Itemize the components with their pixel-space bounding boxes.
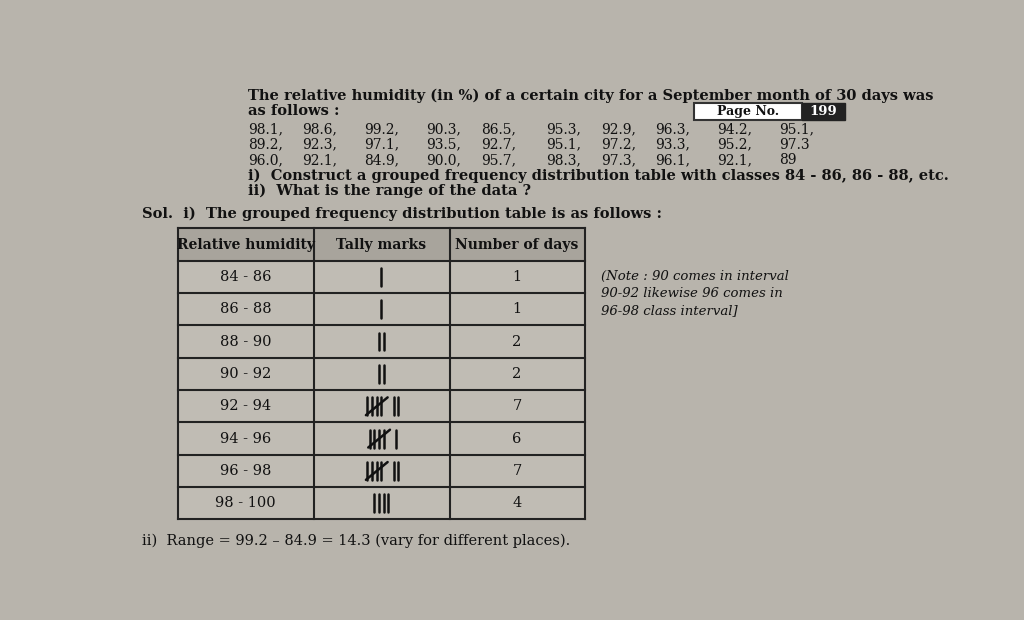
Text: 98.6,: 98.6,	[302, 122, 337, 136]
Text: 98.3,: 98.3,	[547, 153, 582, 167]
Text: Page No.: Page No.	[717, 105, 779, 118]
Text: 94.2,: 94.2,	[717, 122, 752, 136]
Bar	[178, 228, 586, 520]
Text: 90.3,: 90.3,	[426, 122, 461, 136]
Text: 90.0,: 90.0,	[426, 153, 461, 167]
Text: 95.1,: 95.1,	[547, 138, 582, 151]
Text: 90-92 likewise 96 comes in: 90-92 likewise 96 comes in	[601, 287, 782, 300]
Text: 2: 2	[512, 335, 521, 348]
Text: as follows :: as follows :	[248, 104, 340, 118]
Text: 92 - 94: 92 - 94	[220, 399, 271, 414]
Text: 96.0,: 96.0,	[248, 153, 283, 167]
Text: Tally marks: Tally marks	[336, 237, 426, 252]
Text: ii)  What is the range of the data ?: ii) What is the range of the data ?	[248, 184, 531, 198]
Text: 88 - 90: 88 - 90	[220, 335, 271, 348]
Text: 97.3,: 97.3,	[601, 153, 636, 167]
Text: 95.7,: 95.7,	[480, 153, 516, 167]
Text: 92.1,: 92.1,	[302, 153, 337, 167]
Text: 96.1,: 96.1,	[655, 153, 690, 167]
Text: 84.9,: 84.9,	[365, 153, 399, 167]
Text: 7: 7	[512, 399, 521, 414]
Bar	[693, 103, 802, 120]
Text: 93.5,: 93.5,	[426, 138, 461, 151]
Text: 98 - 100: 98 - 100	[215, 496, 276, 510]
Text: 99.2,: 99.2,	[365, 122, 399, 136]
Text: 199: 199	[809, 105, 837, 118]
Text: 1: 1	[512, 270, 521, 284]
Text: 86.5,: 86.5,	[480, 122, 515, 136]
Text: 93.3,: 93.3,	[655, 138, 690, 151]
Text: 84 - 86: 84 - 86	[220, 270, 271, 284]
Text: 97.2,: 97.2,	[601, 138, 636, 151]
Text: 89.2,: 89.2,	[248, 138, 283, 151]
Text: ii)  Range = 99.2 – 84.9 = 14.3 (vary for different places).: ii) Range = 99.2 – 84.9 = 14.3 (vary for…	[142, 533, 570, 547]
Text: Sol.  i)  The grouped frequency distribution table is as follows :: Sol. i) The grouped frequency distributi…	[142, 207, 662, 221]
Text: Number of days: Number of days	[456, 237, 579, 252]
Text: 96.3,: 96.3,	[655, 122, 690, 136]
Text: 1: 1	[512, 303, 521, 316]
Text: 90 - 92: 90 - 92	[220, 367, 271, 381]
Text: 7: 7	[512, 464, 521, 478]
Text: 92.7,: 92.7,	[480, 138, 516, 151]
Text: Relative humidity: Relative humidity	[177, 237, 314, 252]
Text: 2: 2	[512, 367, 521, 381]
Text: 97.1,: 97.1,	[365, 138, 399, 151]
Text: 96-98 class interval]: 96-98 class interval]	[601, 304, 737, 317]
Text: The relative humidity (in %) of a certain city for a September month of 30 days : The relative humidity (in %) of a certai…	[248, 88, 934, 103]
Text: 4: 4	[512, 496, 521, 510]
Text: 98.1,: 98.1,	[248, 122, 283, 136]
Bar	[802, 103, 845, 120]
Text: 6: 6	[512, 432, 522, 446]
Text: 95.2,: 95.2,	[717, 138, 752, 151]
Text: 92.3,: 92.3,	[302, 138, 337, 151]
Bar	[178, 228, 586, 261]
Text: 86 - 88: 86 - 88	[220, 303, 271, 316]
Text: (Note : 90 comes in interval: (Note : 90 comes in interval	[601, 270, 788, 283]
Text: 95.1,: 95.1,	[779, 122, 814, 136]
Text: 97.3: 97.3	[779, 138, 810, 151]
Text: 89: 89	[779, 153, 797, 167]
Text: 92.9,: 92.9,	[601, 122, 636, 136]
Text: 96 - 98: 96 - 98	[220, 464, 271, 478]
Text: i)  Construct a grouped frequency distribution table with classes 84 - 86, 86 - : i) Construct a grouped frequency distrib…	[248, 169, 949, 183]
Text: 95.3,: 95.3,	[547, 122, 582, 136]
Text: 92.1,: 92.1,	[717, 153, 752, 167]
Text: 94 - 96: 94 - 96	[220, 432, 271, 446]
